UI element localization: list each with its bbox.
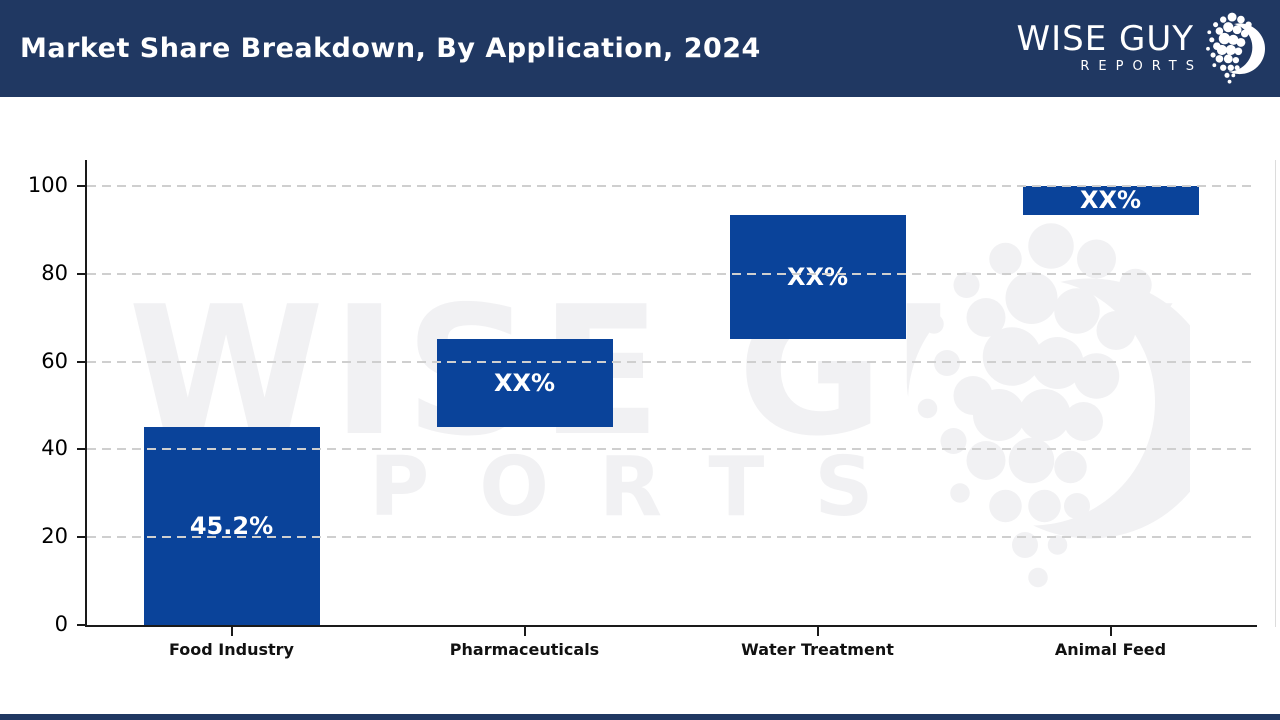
y-tick-0 [77,624,85,626]
bar-value-label: XX% [1079,186,1142,215]
x-tick-3 [1109,627,1112,636]
x-category-label: Water Treatment [741,640,894,659]
y-tick-20 [77,536,85,539]
x-tick-1 [523,627,526,636]
bar-food-industry: 45.2% [143,426,320,625]
y-tick-80 [77,272,85,275]
x-category-label: Pharmaceuticals [449,640,600,659]
y-tick-label: 100 [27,173,68,197]
bar-pharmaceuticals: XX% [436,338,613,427]
x-category-label: Food Industry [169,640,294,659]
bar-value-label: 45.2% [189,511,274,540]
y-axis-line [85,160,87,627]
gridline-20 [87,536,1257,539]
y-tick-label: 20 [41,524,68,549]
y-tick-60 [77,360,85,363]
dot-head-icon [1188,12,1266,88]
x-axis-line [85,625,1257,627]
y-tick-label: 60 [41,348,68,373]
bar-value-label: XX% [493,368,556,397]
bar-water-treatment: XX% [729,214,906,339]
bar-value-label: XX% [786,262,849,291]
header-band: Market Share Breakdown, By Application, … [0,0,1280,97]
y-tick-label: 0 [54,612,68,636]
brand-name: WISE GUY [1016,19,1194,59]
gridline-80 [87,272,1257,275]
y-tick-100 [77,185,85,187]
gridline-60 [87,360,1257,363]
plot-area: 0 20 40 60 80 100 45.2% Food Industry XX% Pharmac… [0,100,1280,714]
gridline-100 [87,185,1257,187]
gridline-40 [87,448,1257,451]
page-title: Market Share Breakdown, By Application, … [20,33,761,64]
y-tick-label: 40 [41,436,68,461]
x-category-label: Animal Feed [1054,640,1167,659]
right-spine [1275,160,1276,627]
bar-animal-feed: XX% [1022,186,1199,215]
y-tick-40 [77,448,85,451]
brand-logo-text: WISE GUY REPORTS [1016,22,1194,74]
brand-logo: WISE GUY REPORTS [1016,8,1266,90]
x-tick-0 [230,627,233,636]
footer-band [0,714,1280,720]
watermark-dot-head-icon [860,220,1220,610]
x-tick-2 [816,627,819,636]
y-tick-label: 80 [41,260,68,285]
brand-subname: REPORTS [1080,59,1203,74]
